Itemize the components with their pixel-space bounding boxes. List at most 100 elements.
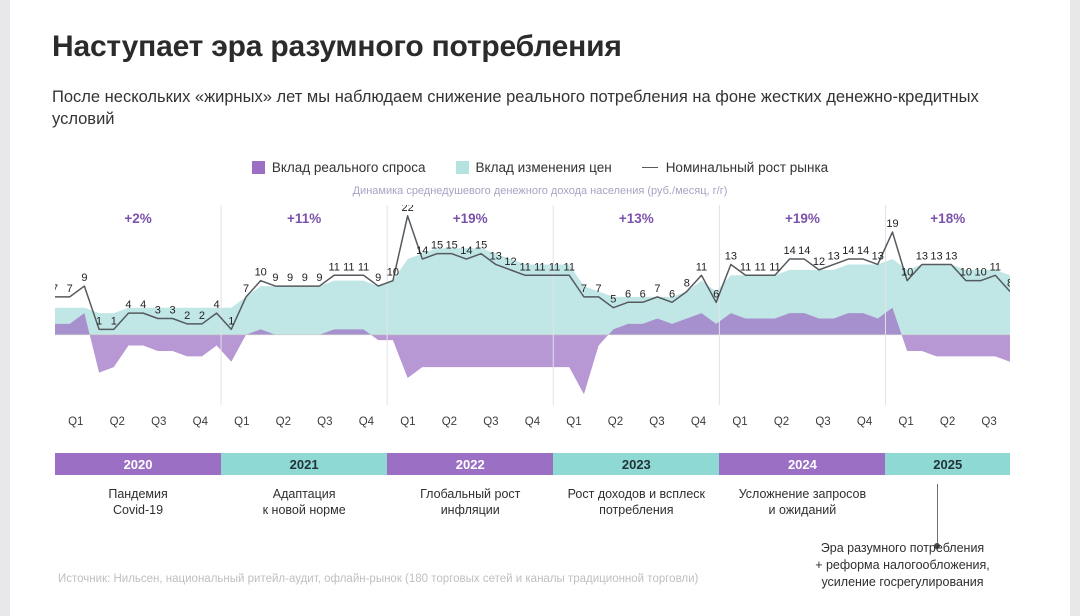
quarter-label-0: Q1 xyxy=(68,416,84,428)
growth-badge-2025: +18% xyxy=(930,210,966,226)
data-label-14: 10 xyxy=(255,267,267,279)
era-caption-4: Усложнение запросов и ожиданий xyxy=(738,487,867,517)
year-bar-2020[interactable]: 2020 xyxy=(55,453,222,475)
data-label-10: 2 xyxy=(199,310,205,322)
quarter-label-8: Q1 xyxy=(400,416,416,428)
data-label-56: 13 xyxy=(872,250,884,262)
data-label-0: 7 xyxy=(55,283,58,295)
growth-badge-2020: +2% xyxy=(124,210,152,226)
data-label-21: 11 xyxy=(358,261,369,273)
callout-text: Эра разумного потребления + реформа налог… xyxy=(815,541,990,589)
data-label-38: 5 xyxy=(610,294,616,306)
chart-svg: 7791144332241710999911111191022141515141… xyxy=(55,205,1010,405)
data-label-50: 14 xyxy=(783,245,795,257)
era-caption-spacer xyxy=(885,486,1010,518)
growth-badge-2023: +13% xyxy=(618,210,654,226)
page-subtitle: После нескольких «жирных» лет мы наблюда… xyxy=(52,88,979,128)
data-label-63: 10 xyxy=(974,267,986,279)
quarter-label-20: Q1 xyxy=(898,416,914,428)
data-label-41: 7 xyxy=(654,283,660,295)
data-label-45: 6 xyxy=(713,288,719,300)
year-bar-2023[interactable]: 2023 xyxy=(553,453,720,475)
quarter-label-4: Q1 xyxy=(234,416,250,428)
quarter-label-11: Q4 xyxy=(524,416,541,428)
quarter-label-1: Q2 xyxy=(109,416,125,428)
growth-badge-2022: +19% xyxy=(452,210,488,226)
data-label-12: 1 xyxy=(228,315,234,327)
era-captions: Пандемия Covid-19 Адаптация к новой норме Гл… xyxy=(55,486,1010,518)
data-label-40: 6 xyxy=(640,288,646,300)
data-label-5: 4 xyxy=(125,299,131,311)
data-label-25: 14 xyxy=(416,245,428,257)
data-label-22: 9 xyxy=(375,272,381,284)
legend-label-real-demand: Вклад реального спроса xyxy=(271,160,426,175)
quarter-label-5: Q2 xyxy=(275,416,291,428)
legend-swatch-purple xyxy=(251,161,265,174)
data-label-17: 9 xyxy=(302,272,308,284)
legend-line-icon xyxy=(641,167,658,168)
data-label-57: 19 xyxy=(886,218,898,230)
data-label-46: 13 xyxy=(725,250,737,262)
quarter-label-21: Q2 xyxy=(939,416,956,428)
quarter-axis: Q1 Q2 Q3 Q4 Q1 Q2 Q3 Q4 Q1 Q2 Q3 Q4 Q1 Q2 Q3 Q4 Q1 Q2 Q3 Q4… xyxy=(55,416,1010,428)
data-label-34: 11 xyxy=(549,261,560,273)
data-label-8: 3 xyxy=(169,305,175,317)
legend-item-nominal-growth: Номинальный рост рынка xyxy=(641,160,829,175)
data-label-61: 13 xyxy=(945,250,957,262)
data-label-6: 4 xyxy=(140,299,146,311)
era-caption-0: Пандемия Covid-19 xyxy=(108,487,168,517)
data-label-13: 7 xyxy=(243,283,249,295)
line-nominal-growth xyxy=(55,215,1010,331)
quarter-label-18: Q3 xyxy=(815,416,831,428)
legend-item-price-change: Вклад изменения цен xyxy=(455,160,612,175)
quarter-label-9: Q2 xyxy=(441,416,458,428)
data-label-60: 13 xyxy=(930,250,942,262)
data-label-48: 11 xyxy=(755,261,766,273)
data-label-58: 10 xyxy=(901,267,913,279)
year-bar-2024[interactable]: 2024 xyxy=(719,453,886,475)
growth-badge-2021: +11% xyxy=(287,210,322,226)
year-bar-2022[interactable]: 2022 xyxy=(387,453,554,475)
growth-badges-row: +2% +11% +19% +13% +19% +18% xyxy=(55,207,1010,229)
page-title: Наступает эра разумного потребления xyxy=(52,30,622,63)
data-label-51: 14 xyxy=(798,245,810,257)
data-label-3: 1 xyxy=(96,315,102,327)
era-caption-1: Адаптация к новой норме xyxy=(262,487,346,517)
year-bar-2025[interactable]: 2025 xyxy=(885,453,1011,475)
data-label-62: 10 xyxy=(960,267,972,279)
chart-legend: Вклад реального спроса Вклад изменения ц… xyxy=(0,160,1080,175)
left-edge-bar xyxy=(0,0,10,616)
data-label-42: 6 xyxy=(669,288,675,300)
year-bars: 2020 2021 2022 2023 2024 2025 xyxy=(55,453,1011,475)
data-label-28: 14 xyxy=(460,245,472,257)
data-label-9: 2 xyxy=(184,310,190,322)
data-label-49: 11 xyxy=(769,261,780,273)
data-label-11: 4 xyxy=(214,299,220,311)
legend-swatch-teal xyxy=(455,161,469,174)
data-label-32: 11 xyxy=(519,261,530,273)
quarter-label-22: Q3 xyxy=(981,416,997,428)
data-label-37: 7 xyxy=(596,283,602,295)
quarter-label-6: Q3 xyxy=(317,416,333,428)
data-label-16: 9 xyxy=(287,272,293,284)
quarter-label-14: Q3 xyxy=(649,416,665,428)
data-label-33: 11 xyxy=(534,261,545,273)
legend-label-nominal-growth: Номинальный рост рынка xyxy=(665,160,829,175)
data-label-52: 12 xyxy=(813,256,825,268)
era-caption-2: Глобальный рост инфляции xyxy=(420,487,521,517)
quarter-label-13: Q2 xyxy=(607,416,624,428)
data-label-20: 11 xyxy=(343,261,354,273)
quarter-label-2: Q3 xyxy=(151,416,167,428)
data-label-19: 11 xyxy=(328,261,339,273)
legend-note: Динамика среднедушевого денежного дохода… xyxy=(352,185,728,197)
data-label-65: 8 xyxy=(1007,277,1010,289)
right-edge-bar xyxy=(1070,0,1080,616)
data-label-64: 11 xyxy=(990,261,1001,273)
year-bar-2021[interactable]: 2021 xyxy=(221,453,388,475)
area-price-change xyxy=(55,248,1010,335)
data-label-15: 9 xyxy=(272,272,278,284)
data-label-29: 15 xyxy=(475,240,487,252)
legend-item-real-demand: Вклад реального спроса xyxy=(251,160,426,175)
data-label-53: 13 xyxy=(828,250,840,262)
